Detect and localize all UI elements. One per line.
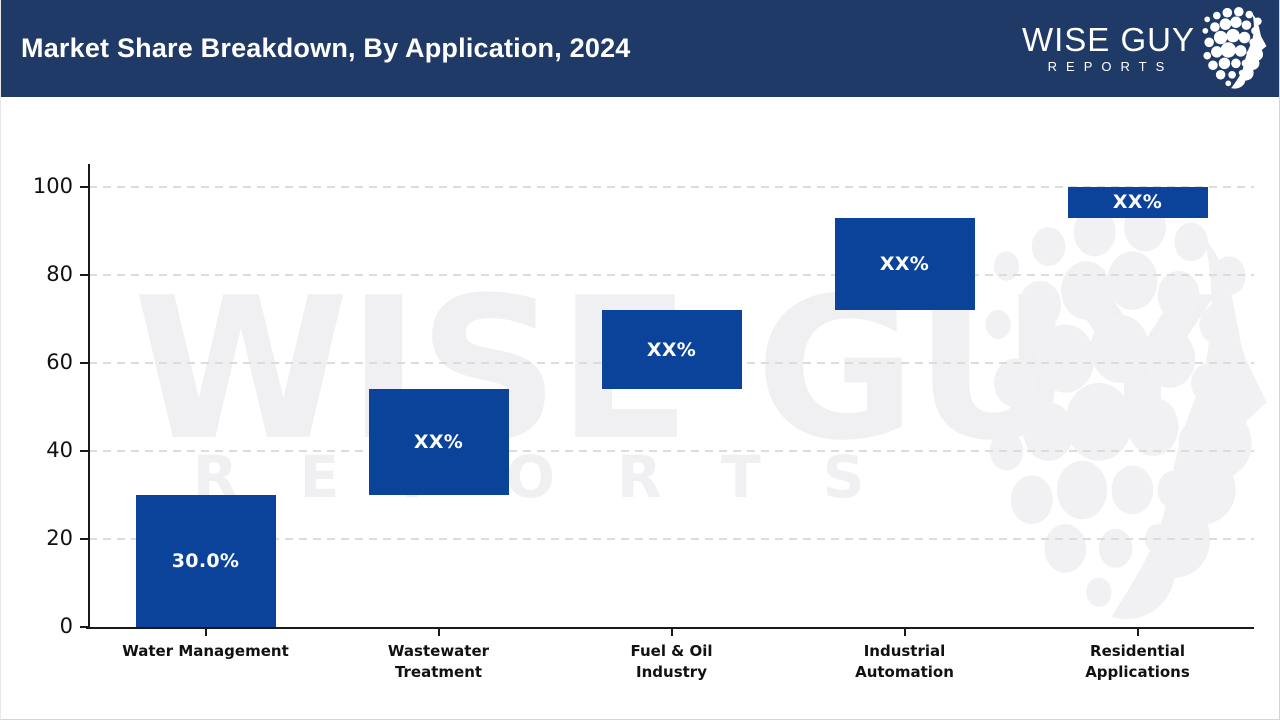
page-title: Market Share Breakdown, By Application, … — [21, 33, 631, 63]
y-tick-0 — [80, 626, 88, 628]
gridline-y20 — [89, 538, 1254, 540]
category-label: Water Management — [89, 641, 322, 662]
wiseguy-logo-text: WISE GUY REPORTS — [1022, 23, 1195, 74]
category-label-line: Industry — [636, 663, 707, 681]
bar-value-label: XX% — [646, 338, 697, 361]
x-tick-1 — [437, 629, 440, 636]
y-tick-100 — [80, 186, 88, 188]
category-label-line: Water Management — [122, 642, 289, 660]
y-tick-40 — [80, 450, 88, 452]
category-label: Industrial Automation — [788, 641, 1021, 683]
y-tick-label-60: 60 — [46, 350, 73, 374]
bar-value-label: XX% — [413, 431, 464, 454]
category-label: Residential Applications — [1021, 641, 1254, 683]
category-label-line: Industrial — [863, 642, 946, 660]
watermark-head-icon — [985, 202, 1267, 620]
category-label-line: Residential — [1090, 642, 1185, 660]
category-label-line: Fuel & Oil — [630, 642, 713, 660]
category-label-line: Applications — [1085, 663, 1190, 681]
wiseguy-head-icon — [1202, 6, 1267, 89]
x-tick-2 — [670, 629, 673, 636]
y-tick-80 — [80, 274, 88, 276]
bar-residential-applications: XX% — [1067, 187, 1208, 218]
category-label: Wastewater Treatment — [322, 641, 555, 683]
y-tick-label-40: 40 — [46, 438, 73, 462]
y-tick-label-80: 80 — [46, 262, 73, 286]
gridline-y80 — [89, 274, 1254, 276]
header-bar: Market Share Breakdown, By Application, … — [1, 0, 1279, 97]
bar-value-label: XX% — [879, 252, 930, 275]
bar-industrial-automation: XX% — [834, 217, 975, 311]
bar-value-label: 30.0% — [171, 550, 240, 572]
x-axis-line — [86, 627, 1254, 629]
category-label-line: Treatment — [394, 663, 483, 681]
logo-wordmark: WISE GUY — [1021, 21, 1195, 58]
gridline-y100 — [89, 186, 1254, 188]
x-tick-4 — [1136, 629, 1139, 636]
bar-wastewater-treatment: XX% — [368, 389, 509, 495]
wiseguy-logo: WISE GUY REPORTS — [1022, 6, 1269, 92]
y-tick-20 — [80, 538, 88, 540]
logo-subtitle: REPORTS — [1047, 59, 1174, 74]
y-tick-label-20: 20 — [46, 526, 73, 550]
y-tick-60 — [80, 362, 88, 364]
x-tick-0 — [204, 629, 207, 636]
bar-water-management: 30.0% — [135, 495, 276, 627]
bar-fuel-oil-industry: XX% — [601, 310, 742, 390]
gridline-y40 — [89, 450, 1254, 452]
y-tick-label-0: 0 — [59, 614, 73, 638]
category-label-line: Automation — [855, 663, 954, 681]
category-label-line: Wastewater — [387, 642, 490, 660]
bar-value-label: XX% — [1112, 191, 1163, 214]
watermark-subtitle: REPORTS — [193, 443, 927, 511]
y-axis-line — [88, 164, 90, 629]
x-tick-3 — [903, 629, 906, 636]
y-tick-label-100: 100 — [32, 174, 73, 198]
category-label: Fuel & Oil Industry — [555, 641, 788, 683]
